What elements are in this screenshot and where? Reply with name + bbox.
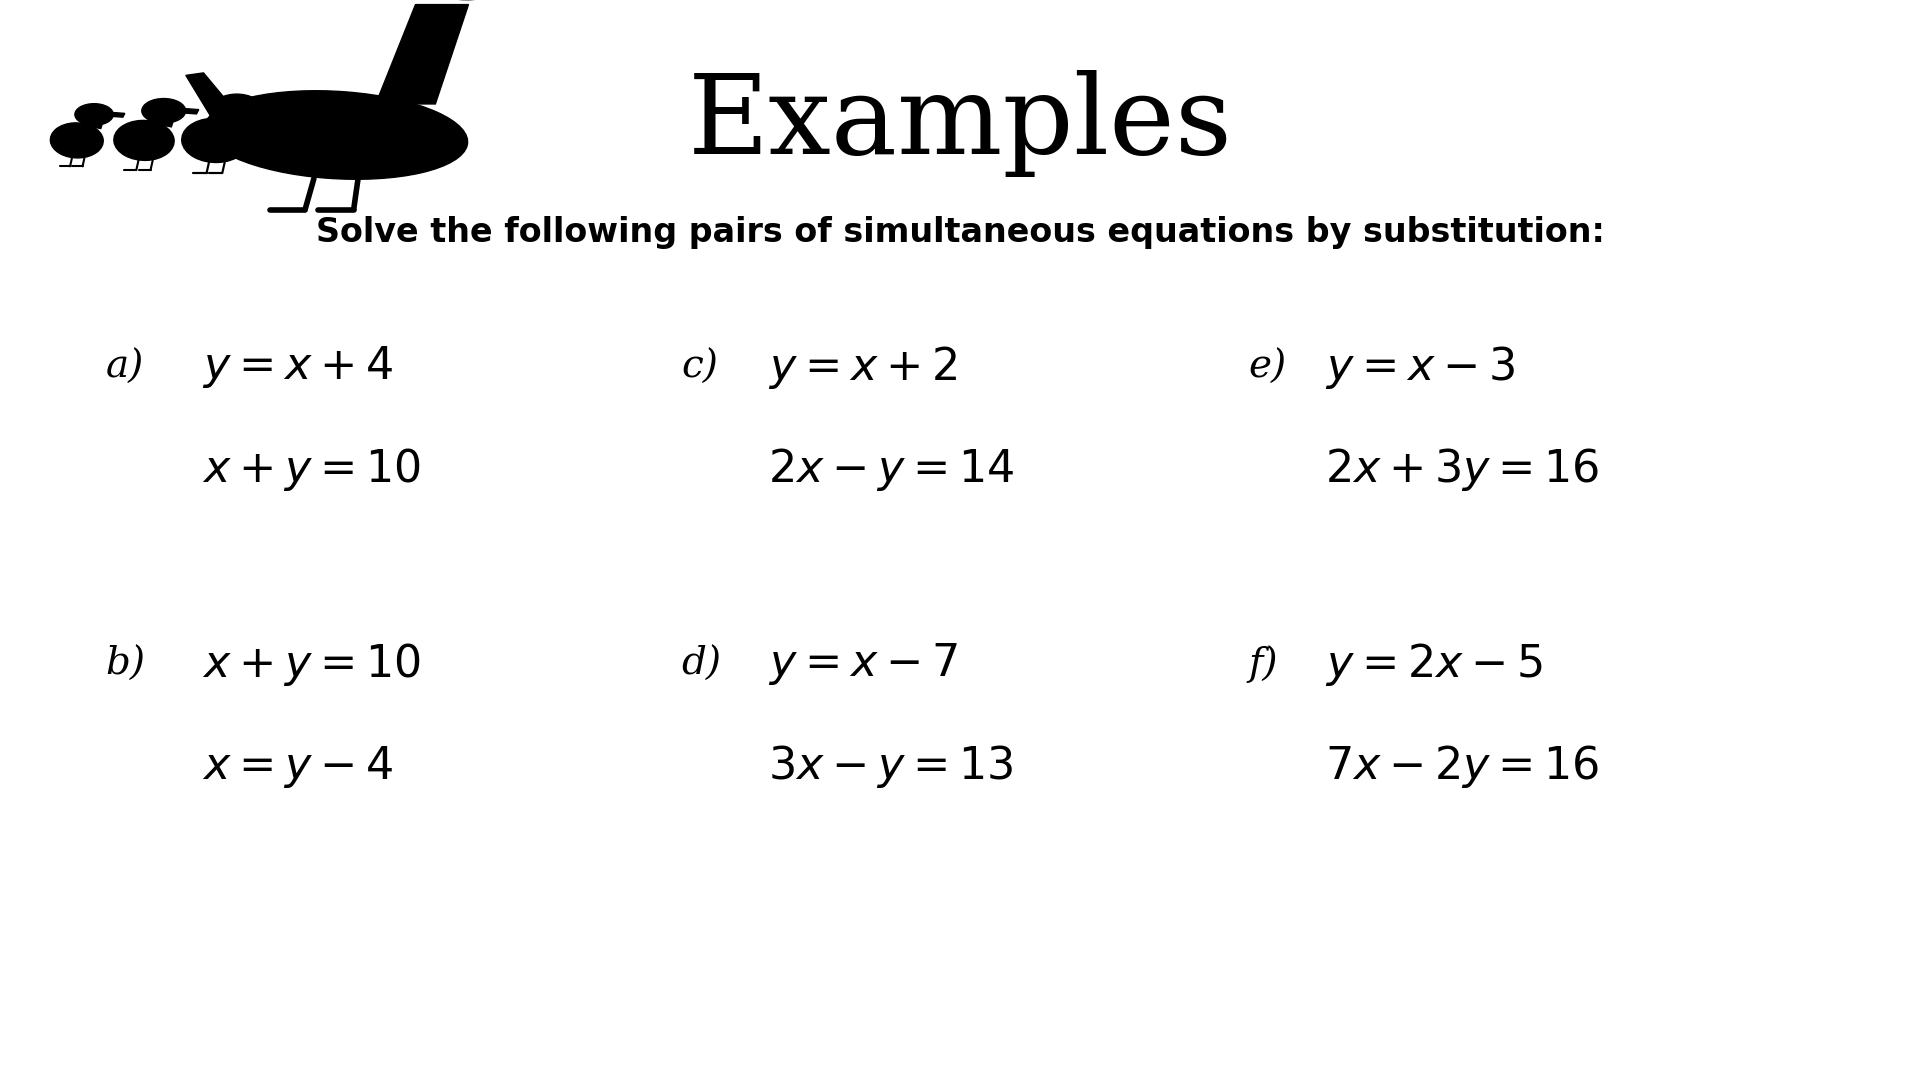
Circle shape xyxy=(75,104,113,125)
Text: $x + y = 10$: $x + y = 10$ xyxy=(202,446,420,494)
Text: f): f) xyxy=(1248,645,1277,684)
Text: $y = x + 4$: $y = x + 4$ xyxy=(202,345,392,390)
Text: $y = x + 2$: $y = x + 2$ xyxy=(768,343,956,391)
Text: $2x - y = 14$: $2x - y = 14$ xyxy=(768,446,1014,494)
Ellipse shape xyxy=(182,119,248,162)
Polygon shape xyxy=(150,107,177,126)
Text: $y = 2x - 5$: $y = 2x - 5$ xyxy=(1325,640,1542,688)
Text: b): b) xyxy=(106,646,146,683)
Ellipse shape xyxy=(113,120,175,161)
Text: Solve the following pairs of simultaneous equations by substitution:: Solve the following pairs of simultaneou… xyxy=(315,216,1605,249)
Ellipse shape xyxy=(50,123,104,158)
Text: $y = x - 7$: $y = x - 7$ xyxy=(768,642,958,687)
Polygon shape xyxy=(108,112,125,117)
Polygon shape xyxy=(376,4,468,104)
Text: e): e) xyxy=(1248,349,1286,386)
Text: a): a) xyxy=(106,349,144,386)
Text: $y = x - 3$: $y = x - 3$ xyxy=(1325,343,1515,391)
Text: $x + y = 10$: $x + y = 10$ xyxy=(202,640,420,688)
Text: $x = y - 4$: $x = y - 4$ xyxy=(202,744,392,789)
Circle shape xyxy=(142,98,186,123)
Circle shape xyxy=(213,94,261,121)
Polygon shape xyxy=(180,108,200,113)
Text: $3x - y = 13$: $3x - y = 13$ xyxy=(768,743,1014,791)
Ellipse shape xyxy=(204,91,468,179)
Polygon shape xyxy=(81,111,106,129)
Polygon shape xyxy=(255,105,276,111)
Text: c): c) xyxy=(682,349,718,386)
Polygon shape xyxy=(221,103,252,125)
Text: d): d) xyxy=(682,646,722,683)
Polygon shape xyxy=(186,72,236,123)
Text: $7x - 2y = 16$: $7x - 2y = 16$ xyxy=(1325,743,1599,791)
Text: Examples: Examples xyxy=(687,70,1233,177)
Text: $2x + 3y = 16$: $2x + 3y = 16$ xyxy=(1325,446,1599,494)
